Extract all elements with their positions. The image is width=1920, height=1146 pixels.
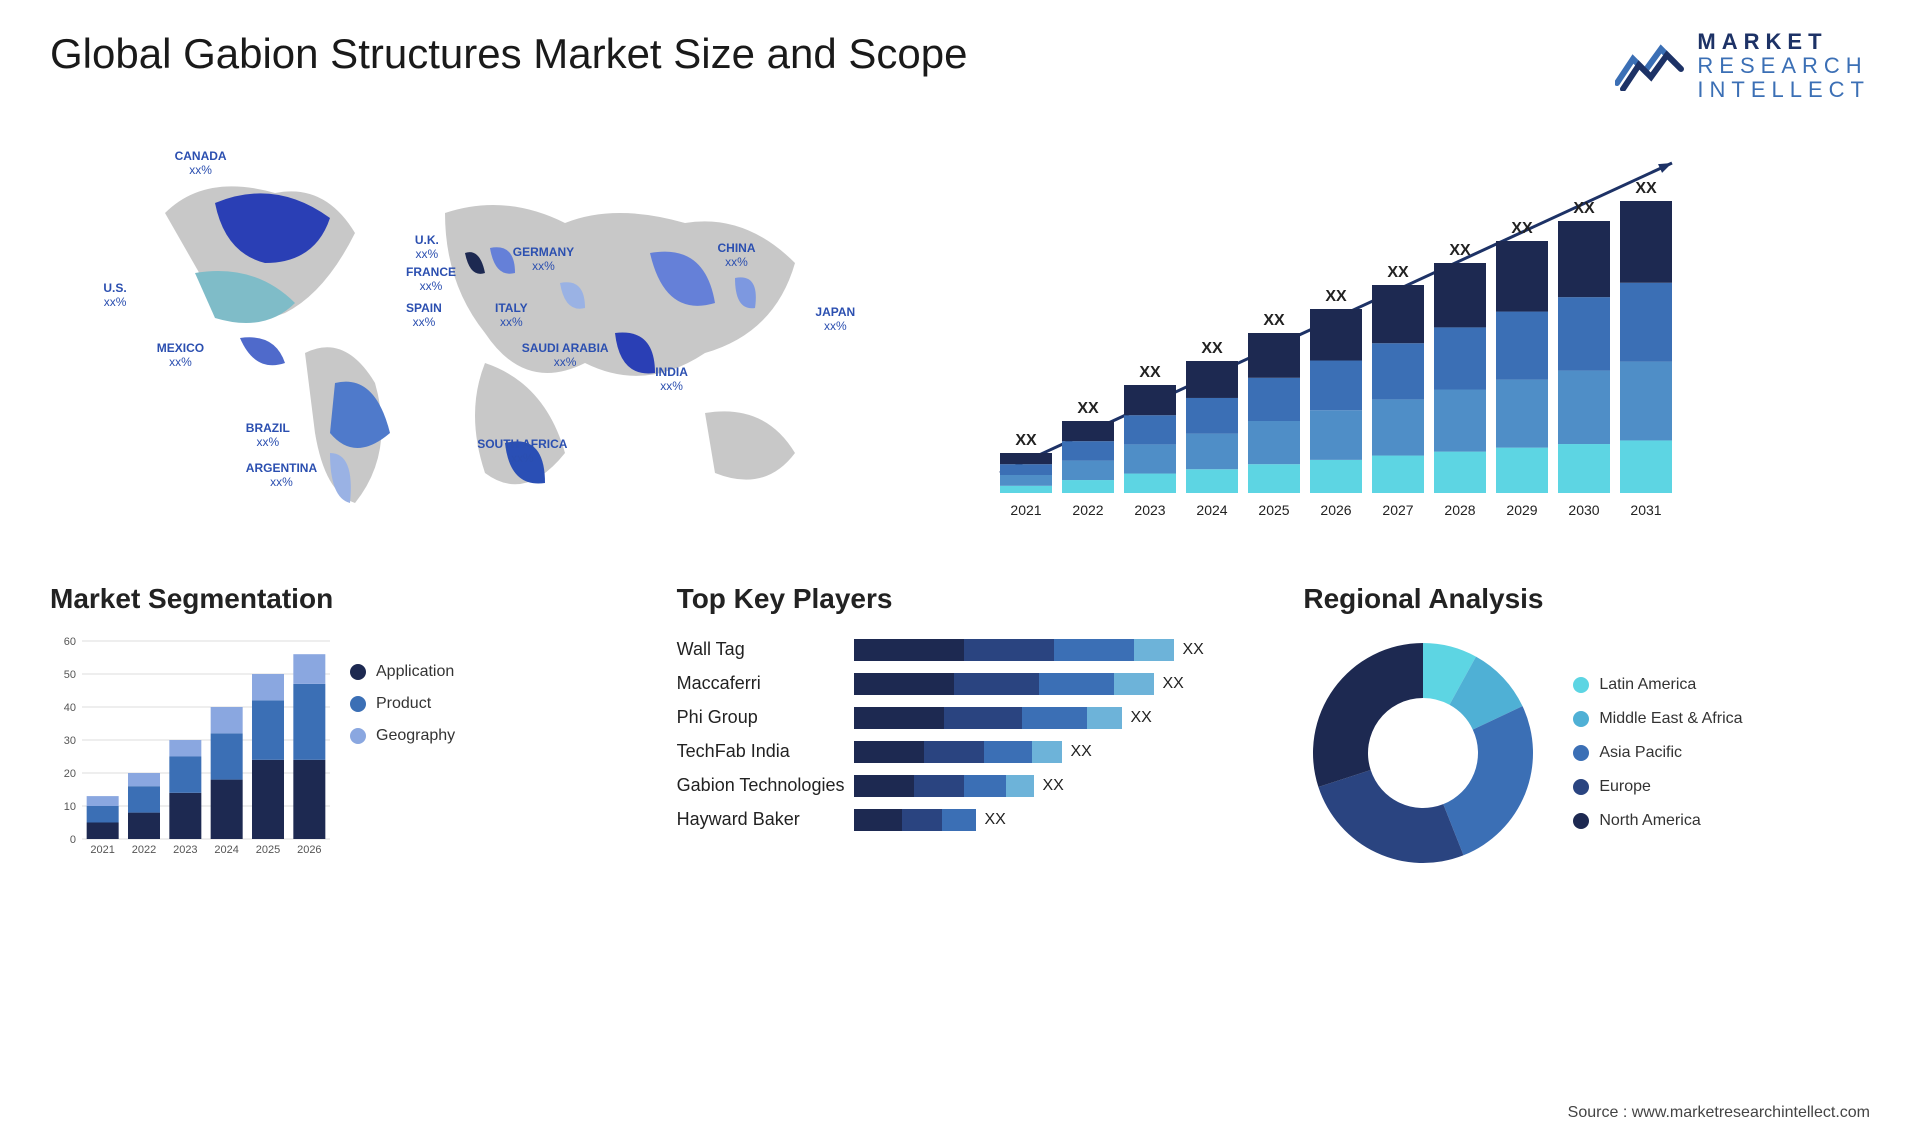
map-label: INDIAxx%: [655, 365, 688, 394]
map-label: SAUDI ARABIAxx%: [522, 341, 609, 370]
map-label: BRAZILxx%: [246, 421, 290, 450]
svg-text:10: 10: [64, 801, 76, 813]
svg-text:2024: 2024: [214, 844, 238, 856]
player-label: Gabion Technologies: [677, 769, 845, 803]
svg-text:60: 60: [64, 636, 76, 648]
top-row: CANADAxx% U.S.xx% MEXICOxx% BRAZILxx% ARGENT…: [50, 133, 1870, 533]
svg-text:2030: 2030: [1568, 502, 1599, 518]
regional-title: Regional Analysis: [1303, 583, 1870, 615]
svg-text:XX: XX: [1201, 340, 1223, 357]
world-map-svg: [50, 133, 940, 533]
svg-text:XX: XX: [1449, 242, 1471, 259]
svg-text:XX: XX: [1263, 312, 1285, 329]
player-labels: Wall TagMaccaferriPhi GroupTechFab India…: [677, 633, 845, 837]
source-attribution: Source : www.marketresearchintellect.com: [1568, 1104, 1870, 1122]
segmentation-section: Market Segmentation 0 10 20 30 40 50 60 2021 202…: [50, 583, 617, 873]
map-label: U.K.xx%: [415, 233, 439, 262]
svg-text:40: 40: [64, 702, 76, 714]
legend-item: Geography: [350, 727, 455, 745]
logo-line-3: INTELLECT: [1697, 78, 1870, 102]
player-bar-row: XX: [854, 735, 1243, 769]
svg-text:XX: XX: [1139, 364, 1161, 381]
map-label: GERMANYxx%: [513, 245, 574, 274]
player-bar-row: XX: [854, 769, 1243, 803]
map-label: FRANCExx%: [406, 265, 456, 294]
bottom-row: Market Segmentation 0 10 20 30 40 50 60 2021 202…: [50, 583, 1870, 873]
map-label: CHINAxx%: [718, 241, 756, 270]
map-label: SPAINxx%: [406, 301, 442, 330]
svg-text:2031: 2031: [1630, 502, 1661, 518]
player-bar-row: XX: [854, 803, 1243, 837]
regional-section: Regional Analysis Latin America Middle Ea…: [1303, 583, 1870, 873]
segmentation-chart-svg: 0 10 20 30 40 50 60 2021 2022 2023 2024 2025 2026: [50, 633, 330, 863]
logo-line-2: RESEARCH: [1697, 54, 1870, 78]
regional-donut-svg: [1303, 633, 1543, 873]
svg-text:2024: 2024: [1196, 502, 1227, 518]
legend-item: Product: [350, 695, 455, 713]
main-bar-chart: XX 2021 XX 2022 XX 2023 XX 2024 XX 2025 XX 2026 XX 20…: [980, 133, 1870, 533]
svg-text:2021: 2021: [1010, 502, 1041, 518]
players-title: Top Key Players: [677, 583, 1244, 615]
svg-text:2025: 2025: [256, 844, 280, 856]
segmentation-legend: Application Product Geography: [350, 663, 455, 745]
svg-text:XX: XX: [1387, 264, 1409, 281]
main-chart-svg: XX 2021 XX 2022 XX 2023 XX 2024 XX 2025 XX 2026 XX 20…: [980, 133, 1800, 533]
svg-text:2021: 2021: [90, 844, 114, 856]
svg-text:2022: 2022: [132, 844, 156, 856]
map-label: U.S.xx%: [103, 281, 126, 310]
regional-legend: Latin America Middle East & Africa Asia Pa…: [1573, 676, 1742, 830]
page-title: Global Gabion Structures Market Size and…: [50, 30, 967, 78]
svg-text:50: 50: [64, 669, 76, 681]
svg-text:XX: XX: [1573, 200, 1595, 217]
svg-text:2026: 2026: [1320, 502, 1351, 518]
regional-legend-item: Middle East & Africa: [1573, 710, 1742, 728]
logo-text: MARKET RESEARCH INTELLECT: [1697, 30, 1870, 103]
regional-legend-item: Asia Pacific: [1573, 744, 1742, 762]
legend-item: Application: [350, 663, 455, 681]
player-bars: XXXXXXXXXXXX: [854, 633, 1243, 837]
segmentation-title: Market Segmentation: [50, 583, 617, 615]
logo-icon: [1615, 41, 1685, 91]
svg-text:2028: 2028: [1444, 502, 1475, 518]
map-label: CANADAxx%: [175, 149, 227, 178]
player-label: Maccaferri: [677, 667, 845, 701]
regional-legend-item: Latin America: [1573, 676, 1742, 694]
logo-line-1: MARKET: [1697, 30, 1870, 54]
svg-text:2023: 2023: [173, 844, 197, 856]
regional-legend-item: North America: [1573, 812, 1742, 830]
svg-text:XX: XX: [1015, 432, 1037, 449]
player-bar-row: XX: [854, 667, 1243, 701]
player-bar-row: XX: [854, 701, 1243, 735]
regional-legend-item: Europe: [1573, 778, 1742, 796]
svg-text:XX: XX: [1511, 220, 1533, 237]
world-map: CANADAxx% U.S.xx% MEXICOxx% BRAZILxx% ARGENT…: [50, 133, 940, 533]
map-label: ITALYxx%: [495, 301, 528, 330]
player-bar-row: XX: [854, 633, 1243, 667]
map-label: JAPANxx%: [815, 305, 855, 334]
svg-text:30: 30: [64, 735, 76, 747]
svg-text:2029: 2029: [1506, 502, 1537, 518]
svg-text:2027: 2027: [1382, 502, 1413, 518]
brand-logo: MARKET RESEARCH INTELLECT: [1615, 30, 1870, 103]
svg-text:XX: XX: [1325, 288, 1347, 305]
svg-text:0: 0: [70, 834, 76, 846]
player-label: TechFab India: [677, 735, 845, 769]
svg-text:2025: 2025: [1258, 502, 1289, 518]
svg-text:20: 20: [64, 768, 76, 780]
player-label: Hayward Baker: [677, 803, 845, 837]
svg-text:XX: XX: [1077, 400, 1099, 417]
svg-text:XX: XX: [1635, 180, 1657, 197]
svg-text:2023: 2023: [1134, 502, 1165, 518]
header: Global Gabion Structures Market Size and…: [50, 30, 1870, 103]
player-label: Phi Group: [677, 701, 845, 735]
player-label: Wall Tag: [677, 633, 845, 667]
svg-text:2026: 2026: [297, 844, 321, 856]
svg-text:2022: 2022: [1072, 502, 1103, 518]
players-section: Top Key Players Wall TagMaccaferriPhi Gr…: [677, 583, 1244, 873]
map-label: ARGENTINAxx%: [246, 461, 317, 490]
map-label: MEXICOxx%: [157, 341, 204, 370]
map-label: SOUTH AFRICAxx%: [477, 437, 567, 466]
